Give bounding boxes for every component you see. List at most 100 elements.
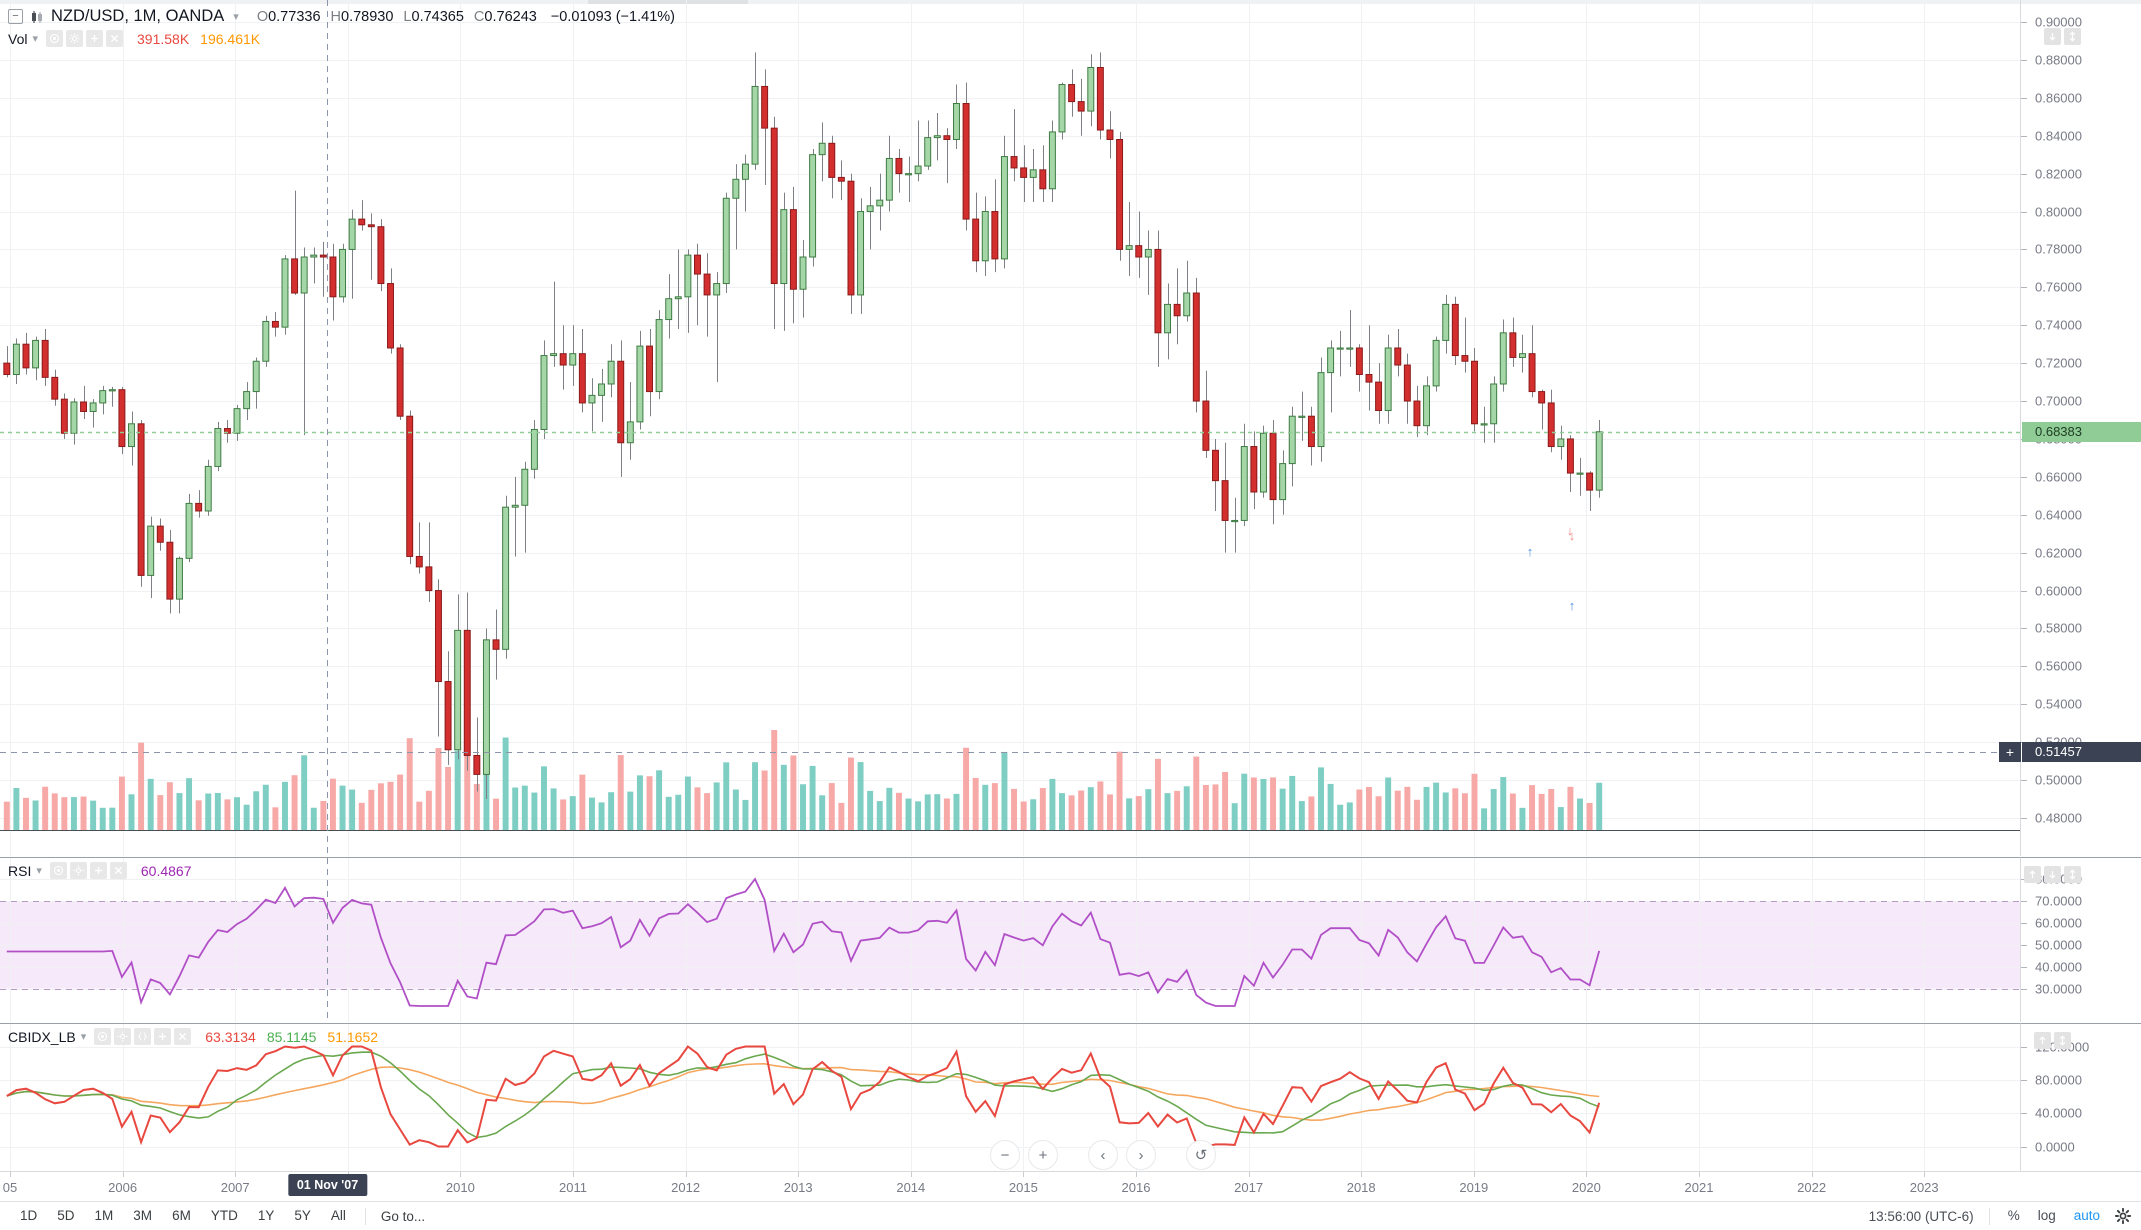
chart-nav-buttons[interactable]: − + ‹ › ↺ (990, 1140, 1216, 1170)
svg-text:↑: ↑ (1527, 544, 1534, 559)
arrow-down-icon[interactable] (2044, 866, 2061, 883)
rsi-legend: RSI ▾ 60.4867 (8, 862, 191, 879)
rsi-label[interactable]: RSI (8, 862, 32, 879)
auto-scale-button[interactable]: auto (2073, 1208, 2100, 1223)
price-chart-pane[interactable]: ↓ ↑ ↓ ↑ (0, 0, 2020, 856)
time-crosshair-tooltip: 01 Nov '07 (287, 1174, 368, 1196)
range-button-5d[interactable]: 5D (57, 1208, 75, 1223)
range-button-1m[interactable]: 1M (94, 1208, 114, 1223)
rsi-axis-controls[interactable] (2024, 866, 2081, 883)
axis-tick (2021, 325, 2027, 326)
rsi-pane[interactable] (0, 857, 2020, 1022)
arrows-updown-icon[interactable] (2064, 28, 2081, 45)
axis-tick (2021, 989, 2027, 990)
range-button-ytd[interactable]: YTD (210, 1208, 238, 1223)
time-tick-label: 2010 (445, 1180, 475, 1195)
rsi-value: 60.4867 (140, 862, 192, 879)
arrow-up-icon[interactable] (2034, 1032, 2051, 1049)
time-tick-label: 2020 (1571, 1180, 1601, 1195)
range-button-5y[interactable]: 5Y (294, 1208, 311, 1223)
go-to-button[interactable]: Go to... (380, 1208, 426, 1224)
gear-icon[interactable] (114, 1028, 132, 1045)
chevron-down-icon[interactable]: ▾ (80, 1031, 87, 1043)
plus-icon[interactable] (86, 30, 103, 47)
time-tick-label: 2018 (1346, 1180, 1376, 1195)
axis-tick (123, 1172, 124, 1177)
plus-icon[interactable] (89, 862, 107, 879)
log-scale-button[interactable]: log (2037, 1208, 2056, 1223)
reset-icon[interactable]: ↺ (1186, 1140, 1216, 1170)
axis-tick (2021, 553, 2027, 554)
svg-text:↓: ↓ (1567, 523, 1574, 538)
chevron-down-icon[interactable]: ▾ (32, 33, 38, 45)
price-axis[interactable]: 0.90000 0.88000 0.86000 0.84000 0.82000 0.800… (1999, 0, 2141, 856)
zoom-in-icon[interactable]: + (1028, 1140, 1058, 1170)
rsi-axis[interactable]: 80.000070.000060.000050.000040.000030.00… (2020, 857, 2141, 1022)
axis-tick (798, 1172, 799, 1177)
axis-tick (2021, 818, 2027, 819)
cbidx-axis-controls[interactable] (2034, 1032, 2071, 1049)
gear-icon[interactable] (2115, 1208, 2131, 1224)
time-axis[interactable]: 0520062007200920102011201220132014201520… (0, 1171, 2141, 1201)
time-tick-label: 2021 (1684, 1180, 1714, 1195)
range-button-1y[interactable]: 1Y (257, 1208, 275, 1223)
ohlc-open: O0.77336 (256, 8, 321, 25)
axis-tick (1474, 1172, 1475, 1177)
chevron-down-icon[interactable]: ▾ (233, 11, 239, 23)
arrow-up-icon[interactable] (2024, 866, 2041, 883)
eye-icon[interactable] (49, 862, 67, 879)
price-tick-label: 0.72000 (2035, 355, 2082, 371)
range-button-3m[interactable]: 3M (133, 1208, 153, 1223)
axis-tick (2021, 60, 2027, 61)
add-alert-icon[interactable]: + (1999, 742, 2021, 763)
arrow-down-icon[interactable] (2044, 28, 2061, 45)
cbidx-label[interactable]: CBIDX_LB (8, 1028, 76, 1045)
volume-value-2: 196.461K (200, 30, 261, 47)
price-axis-controls[interactable] (2044, 28, 2081, 45)
price-tick-label: 0.64000 (2035, 507, 2082, 523)
symbol-title[interactable]: NZD/USD, 1M, OANDA (51, 7, 225, 25)
collapse-icon[interactable]: − (8, 9, 23, 24)
range-buttons: 1D 5D 1M 3M 6M YTD 1Y 5Y All (10, 1202, 356, 1230)
last-price-tag[interactable]: 0.68383 (2022, 421, 2141, 442)
price-change: −0.01093 (−1.41%) (550, 8, 675, 25)
bottom-right-controls: 13:56:00 (UTC-6) % log auto (1869, 1202, 2131, 1230)
range-button-6m[interactable]: 6M (172, 1208, 191, 1223)
axis-tick (2021, 945, 2027, 946)
axis-tick (686, 1172, 687, 1177)
axis-tick (1586, 1172, 1587, 1177)
axis-tick (2021, 1113, 2027, 1114)
close-icon[interactable] (106, 30, 123, 47)
braces-icon[interactable] (134, 1028, 152, 1045)
plus-icon[interactable] (154, 1028, 172, 1045)
axis-tick (2021, 967, 2027, 968)
top-strip (0, 0, 2141, 4)
percent-scale-button[interactable]: % (2007, 1208, 2020, 1223)
scroll-left-icon[interactable]: ‹ (1088, 1140, 1118, 1170)
time-tick-label: 2016 (1121, 1180, 1151, 1195)
eye-icon[interactable] (94, 1028, 112, 1045)
axis-tick (2021, 212, 2027, 213)
chevron-down-icon[interactable]: ▾ (36, 865, 42, 877)
gear-icon[interactable] (69, 862, 87, 879)
cbidx-tick-label: 40.0000 (2035, 1105, 2082, 1121)
close-icon[interactable] (109, 862, 127, 879)
time-tick-label: 2015 (1008, 1180, 1038, 1195)
eye-icon[interactable] (46, 30, 63, 47)
time-tick-label: 2006 (108, 1180, 138, 1195)
volume-label[interactable]: Vol (8, 30, 28, 47)
gear-icon[interactable] (66, 30, 83, 47)
close-icon[interactable] (174, 1028, 192, 1045)
zoom-out-icon[interactable]: − (990, 1140, 1020, 1170)
scroll-right-icon[interactable]: › (1126, 1140, 1156, 1170)
arrows-updown-icon[interactable] (2054, 1032, 2071, 1049)
range-button-all[interactable]: All (330, 1208, 346, 1223)
range-button-1d[interactable]: 1D (20, 1208, 38, 1223)
arrows-updown-icon[interactable] (2064, 866, 2081, 883)
volume-legend: Vol ▾ 391.58K 196.461K (8, 30, 260, 47)
axis-tick (2021, 923, 2027, 924)
time-tick-label: 2014 (896, 1180, 926, 1195)
cbidx-pane[interactable] (0, 1023, 2020, 1171)
